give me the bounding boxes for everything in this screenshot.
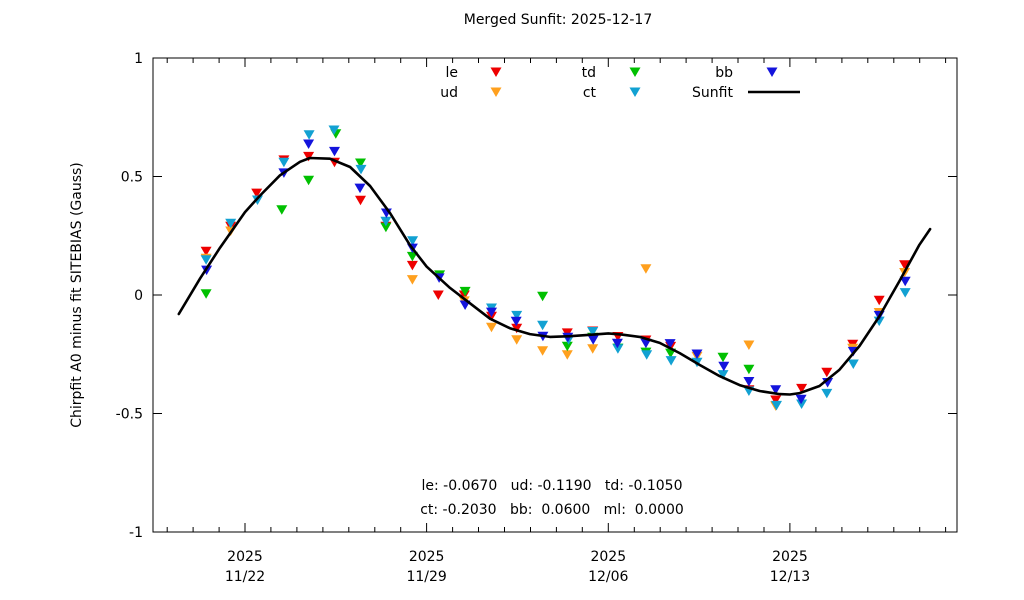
legend-marker-ud [490, 87, 502, 97]
point-bb [303, 139, 315, 149]
point-ct [641, 350, 653, 360]
point-ct [355, 164, 367, 175]
point-le [355, 195, 366, 206]
point-le [511, 323, 523, 334]
point-ud [406, 275, 418, 285]
x-tick-label-date: 12/06 [588, 569, 628, 585]
x-tick-label-year: 2025 [772, 549, 808, 565]
point-ud [511, 335, 523, 345]
point-le [770, 395, 782, 405]
plot-border [152, 57, 958, 533]
legend-label-td: td [582, 65, 596, 81]
point-bb [640, 338, 652, 349]
point-ud [537, 346, 549, 356]
x-tick-label-year: 2025 [590, 549, 626, 565]
point-ct [587, 327, 599, 337]
point-ct [771, 400, 782, 411]
point-td [380, 222, 392, 233]
point-bb [795, 394, 807, 405]
point-ct [847, 359, 859, 369]
point-bb [899, 276, 911, 287]
point-le [251, 188, 263, 199]
point-ct [717, 370, 729, 380]
point-bb [743, 377, 755, 387]
point-bb [587, 335, 599, 345]
legend-marker-ct [629, 87, 641, 97]
y-tick-label: 0.5 [121, 170, 143, 186]
legend-marker-le [490, 67, 502, 77]
sunfit-curve [177, 156, 932, 396]
chart-title: Merged Sunfit: 2025-12-17 [463, 12, 653, 28]
legend-marker-td [629, 67, 641, 77]
point-ct [380, 216, 392, 227]
point-ct [278, 157, 290, 168]
x-tick-label-year: 2025 [409, 549, 445, 565]
point-ct [796, 399, 808, 409]
point-bb [486, 307, 497, 318]
point-bb [664, 339, 676, 349]
point-le [432, 290, 444, 300]
point-td [406, 251, 418, 262]
point-td [200, 289, 212, 299]
point-td [561, 341, 573, 352]
point-ct [225, 218, 237, 229]
point-ct [612, 344, 624, 354]
x-tick-label-year: 2025 [227, 549, 263, 565]
point-td [276, 205, 288, 215]
point-ud [486, 322, 497, 333]
point-ct [328, 125, 340, 135]
point-le [303, 151, 315, 162]
x-tick-label-date: 12/13 [770, 569, 810, 585]
point-le [873, 295, 885, 306]
point-td [537, 291, 549, 302]
point-le [200, 246, 212, 257]
point-ud [561, 350, 573, 360]
point-ct [537, 320, 549, 331]
point-td [743, 364, 755, 375]
point-td [303, 175, 315, 186]
fit-stats-line-2: ct: -0.2030 bb: 0.0600 ml: 0.0000 [420, 502, 684, 518]
point-ct [511, 310, 523, 321]
legend-marker-bb [766, 67, 778, 77]
legend-label-Sunfit: Sunfit [692, 85, 733, 101]
point-bb [611, 338, 623, 349]
y-tick-label: -0.5 [116, 407, 143, 423]
point-bb [770, 385, 782, 395]
fit-stats-line-1: le: -0.0670 ud: -0.1190 td: -0.1050 [421, 478, 683, 494]
x-tick-label-date: 11/22 [225, 569, 265, 585]
point-ud [587, 344, 599, 354]
point-le [796, 383, 808, 394]
y-tick-label: 0 [134, 288, 143, 304]
point-td [459, 286, 471, 297]
point-le [821, 367, 833, 378]
legend-label-bb: bb [715, 65, 733, 81]
legend-label-ct: ct [583, 85, 597, 101]
point-td [717, 352, 729, 363]
point-bb [691, 349, 703, 359]
point-ct [821, 388, 833, 399]
point-ct [899, 288, 911, 298]
point-ct [200, 255, 212, 265]
y-tick-label: -1 [129, 525, 143, 541]
legend-label-ud: ud [440, 85, 458, 101]
legend-label-le: le [445, 65, 458, 81]
x-tick-label-date: 11/29 [406, 569, 446, 585]
point-bb [354, 183, 366, 194]
point-bb [718, 361, 730, 372]
point-td [355, 158, 366, 168]
point-le [406, 260, 418, 271]
point-ud [743, 340, 755, 350]
point-ct [407, 236, 419, 246]
point-bb [510, 316, 522, 327]
y-tick-label: 1 [134, 51, 143, 67]
point-le [899, 260, 911, 270]
point-ct [303, 130, 315, 140]
point-bb [329, 146, 340, 157]
point-ct [665, 356, 677, 366]
point-ud [640, 264, 652, 274]
